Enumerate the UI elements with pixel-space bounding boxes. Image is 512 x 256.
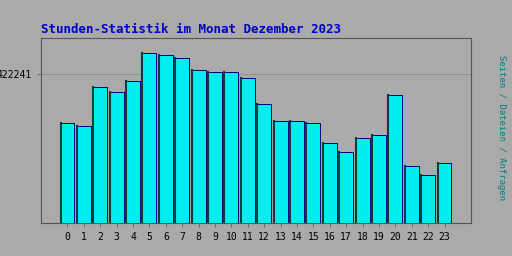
Bar	[126, 81, 140, 256]
Bar	[405, 166, 419, 256]
Bar	[372, 135, 386, 256]
Bar	[224, 72, 239, 256]
Bar	[421, 175, 435, 256]
Bar	[438, 163, 452, 256]
Bar	[159, 55, 173, 256]
Bar	[306, 123, 321, 256]
Bar	[191, 70, 206, 256]
Bar	[93, 87, 107, 256]
Bar	[208, 72, 222, 256]
Text: Seiten / Dateien / Anfragen: Seiten / Dateien / Anfragen	[497, 56, 506, 200]
Bar	[60, 123, 74, 256]
Bar	[273, 121, 288, 256]
Bar	[175, 58, 189, 256]
Bar	[356, 138, 370, 256]
Bar	[110, 92, 123, 256]
Bar	[142, 52, 156, 256]
Bar	[257, 104, 271, 256]
Text: Stunden-Statistik im Monat Dezember 2023: Stunden-Statistik im Monat Dezember 2023	[41, 23, 341, 36]
Bar	[241, 78, 255, 256]
Bar	[339, 152, 353, 256]
Bar	[77, 126, 91, 256]
Bar	[290, 121, 304, 256]
Bar	[389, 95, 402, 256]
Bar	[323, 143, 337, 256]
